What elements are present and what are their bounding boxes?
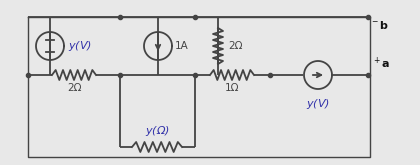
Text: $y$(Ω): $y$(Ω) <box>144 124 169 138</box>
Text: 1A: 1A <box>175 41 189 51</box>
Text: 2Ω: 2Ω <box>228 41 242 51</box>
Text: 2Ω: 2Ω <box>67 83 81 93</box>
Text: $^-$b: $^-$b <box>370 19 389 31</box>
Text: $y$(V): $y$(V) <box>68 39 92 53</box>
Text: 1Ω: 1Ω <box>225 83 239 93</box>
Text: $^+$a: $^+$a <box>372 56 391 71</box>
Text: $y$(V): $y$(V) <box>306 97 330 111</box>
